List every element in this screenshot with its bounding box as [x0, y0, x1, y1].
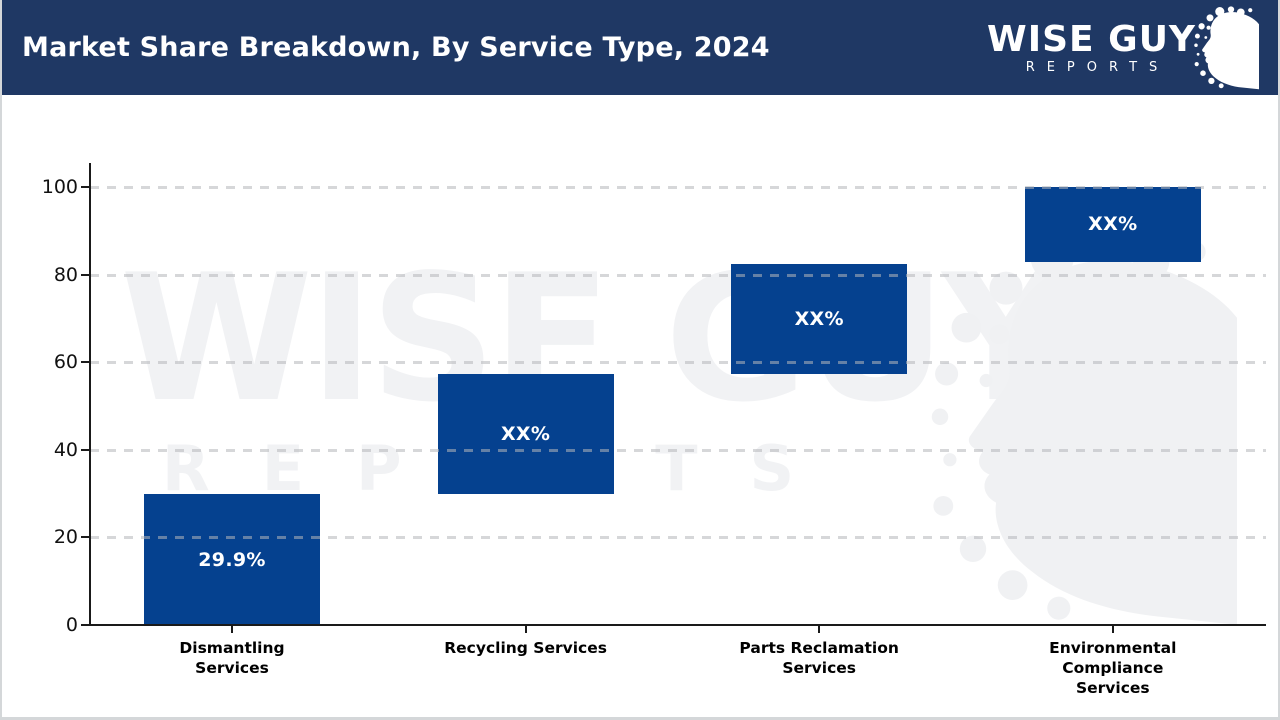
- bar-recycling-services: XX%: [437, 374, 614, 495]
- watermark-face-icon: [931, 233, 1237, 625]
- x-tick-label: Parts Reclamation Services: [689, 638, 949, 678]
- gridline-20: [90, 536, 1266, 540]
- x-tick-label-line: Recycling Services: [444, 639, 607, 657]
- logo-text: WISE GUY REPORTS: [986, 18, 1196, 75]
- bar-environmental-compliance-services: XX%: [1024, 187, 1201, 262]
- y-tick-label: 40: [53, 438, 78, 461]
- y-tick-label: 60: [53, 351, 78, 374]
- bar-value-label: XX%: [794, 307, 844, 330]
- bar-value-label: XX%: [500, 423, 551, 446]
- logo-subtitle: REPORTS: [1025, 59, 1170, 75]
- x-tick-label: Recycling Services: [396, 638, 656, 658]
- x-tick-label-line: Dismantling: [179, 639, 285, 657]
- logo-brand: WISE GUY: [986, 18, 1196, 60]
- x-tick-label-line: Services: [1075, 679, 1150, 697]
- logo-face-icon: [1194, 6, 1259, 90]
- x-tick-mark: [231, 625, 233, 633]
- x-tick-label-line: Services: [782, 659, 857, 677]
- bar-dismantling-services: 29.9%: [144, 494, 320, 625]
- y-tick-mark: [81, 536, 90, 539]
- y-tick-label: 100: [41, 176, 78, 198]
- bar-value-label: XX%: [1088, 213, 1138, 236]
- y-tick-label: 80: [53, 263, 78, 286]
- y-tick-mark: [81, 273, 90, 276]
- gridline-40: [90, 448, 1266, 452]
- x-tick-mark: [818, 625, 821, 633]
- gridline-80: [90, 273, 1266, 277]
- y-axis-line: [89, 163, 91, 626]
- wiseguy-logo: WISE GUY REPORTS: [987, 4, 1266, 92]
- bar-value-label: 29.9%: [198, 548, 266, 571]
- gridline-60: [90, 361, 1266, 365]
- x-tick-label-line: Environmental: [1049, 639, 1177, 657]
- chart-title: Market Share Breakdown, By Service Type,…: [22, 32, 770, 63]
- y-tick-mark: [81, 361, 90, 364]
- x-axis-line: [85, 624, 1266, 626]
- x-tick-label-line: Parts Reclamation: [739, 639, 899, 657]
- gridline-100: [90, 186, 1266, 189]
- x-tick-mark: [524, 625, 527, 633]
- y-tick-label: 0: [65, 614, 78, 636]
- header: Market Share Breakdown, By Service Type,…: [2, 0, 1278, 95]
- x-tick-label-line: Services: [195, 659, 269, 677]
- x-tick-label: Dismantling Services: [102, 638, 362, 678]
- y-tick-mark: [81, 448, 90, 451]
- y-tick-mark: [81, 186, 90, 188]
- x-tick-label-line: Compliance: [1062, 659, 1164, 677]
- x-tick-mark: [1111, 625, 1114, 633]
- bar-parts-reclamation-services: XX%: [731, 264, 908, 374]
- y-tick-label: 20: [53, 526, 78, 549]
- x-tick-label: Environmental Compliance Services: [983, 638, 1243, 698]
